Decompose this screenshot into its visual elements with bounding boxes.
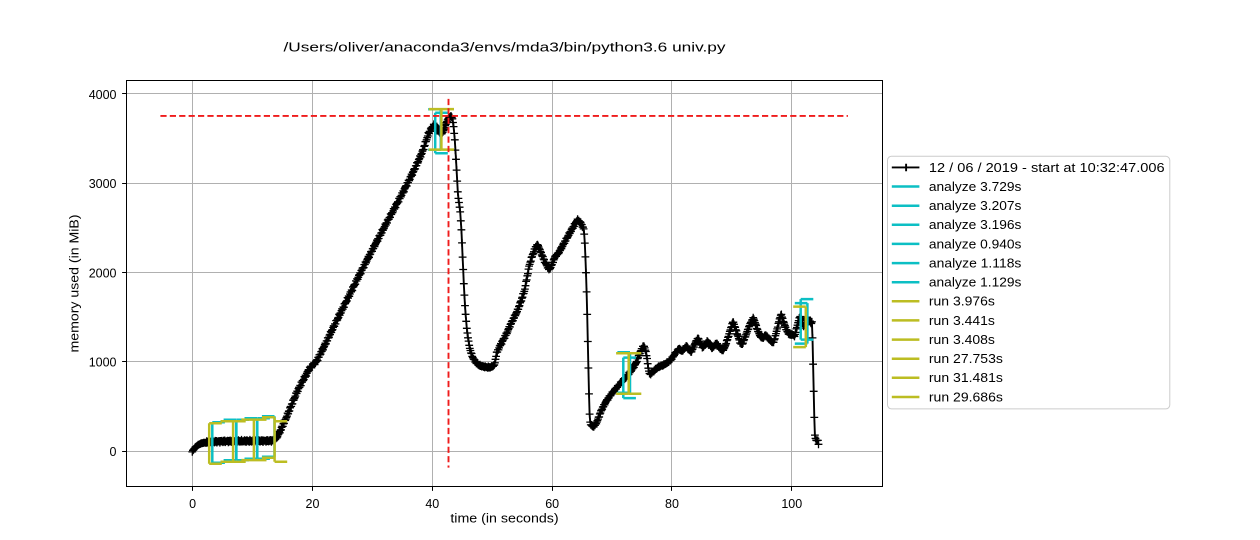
svg-text:20: 20 xyxy=(306,497,320,511)
svg-text:12 / 06 / 2019 - start at 10:3: 12 / 06 / 2019 - start at 10:32:47.006 xyxy=(929,161,1165,175)
svg-text:run 29.686s: run 29.686s xyxy=(929,390,1003,404)
svg-text:0: 0 xyxy=(110,445,117,459)
svg-text:run 27.753s: run 27.753s xyxy=(929,352,1003,366)
svg-text:40: 40 xyxy=(425,497,439,511)
svg-text:4000: 4000 xyxy=(89,88,117,102)
svg-text:time (in seconds): time (in seconds) xyxy=(450,512,558,526)
svg-text:3000: 3000 xyxy=(89,177,117,191)
svg-text:memory used (in MiB): memory used (in MiB) xyxy=(68,215,82,353)
svg-text:run 31.481s: run 31.481s xyxy=(929,371,1003,385)
svg-text:60: 60 xyxy=(545,497,559,511)
svg-text:analyze 1.118s: analyze 1.118s xyxy=(929,256,1022,270)
svg-text:0: 0 xyxy=(189,497,196,511)
svg-text:100: 100 xyxy=(781,497,802,511)
svg-text:analyze 3.207s: analyze 3.207s xyxy=(929,199,1022,213)
svg-text:2000: 2000 xyxy=(89,266,117,280)
svg-text:run 3.441s: run 3.441s xyxy=(929,314,995,328)
svg-text:analyze 1.129s: analyze 1.129s xyxy=(929,276,1022,290)
svg-text:analyze 3.729s: analyze 3.729s xyxy=(929,180,1022,194)
svg-text:80: 80 xyxy=(665,497,679,511)
svg-text:analyze 3.196s: analyze 3.196s xyxy=(929,218,1022,232)
svg-text:run 3.408s: run 3.408s xyxy=(929,333,995,347)
svg-text:/Users/oliver/anaconda3/envs/m: /Users/oliver/anaconda3/envs/mda3/bin/py… xyxy=(284,41,727,55)
svg-text:run 3.976s: run 3.976s xyxy=(929,295,995,309)
svg-text:1000: 1000 xyxy=(89,356,117,370)
svg-text:analyze 0.940s: analyze 0.940s xyxy=(929,237,1022,251)
